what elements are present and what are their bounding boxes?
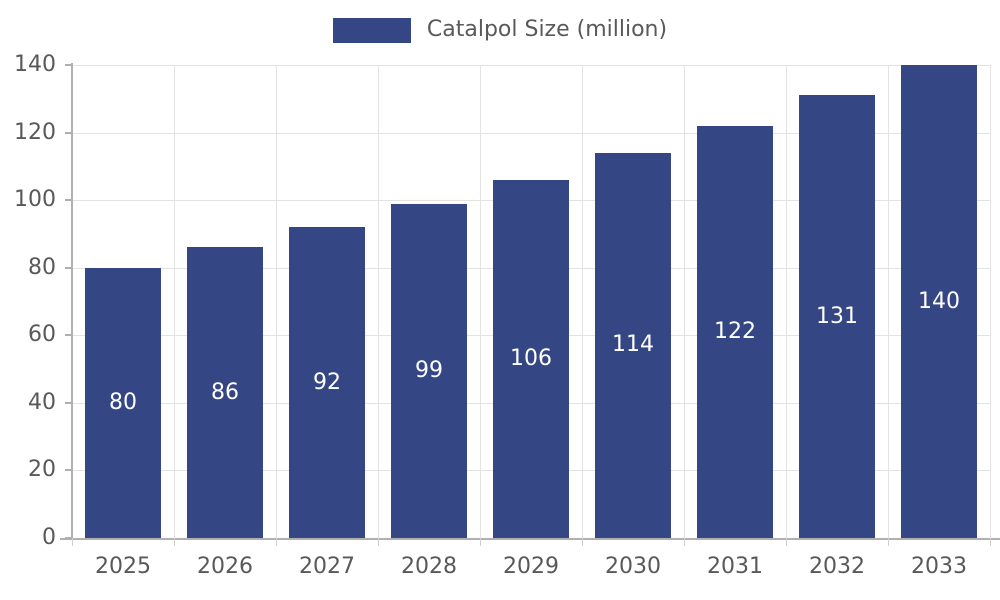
x-axis-tick-mark — [684, 538, 685, 546]
legend-item-label: Catalpol Size (million) — [426, 17, 668, 42]
x-axis-tick-label: 2032 — [809, 554, 865, 579]
x-axis-spine — [60, 538, 1000, 540]
bar[interactable] — [595, 153, 671, 538]
y-axis-tick-mark — [65, 199, 72, 202]
legend-color-swatch-icon — [332, 17, 411, 43]
y-axis-tick-label: 120 — [14, 119, 56, 145]
gridline-vertical — [174, 65, 175, 538]
y-axis-tick-label: 60 — [28, 322, 56, 348]
x-axis-tick-label: 2031 — [707, 554, 763, 579]
y-axis-tick-label: 0 — [42, 525, 56, 550]
x-axis-tick-mark — [786, 538, 787, 546]
gridline-horizontal — [72, 65, 990, 66]
legend-item-catalpol-size[interactable]: Catalpol Size (million) — [332, 17, 668, 43]
y-axis-tick-label: 80 — [28, 254, 56, 280]
x-axis-tick-label: 2028 — [401, 554, 457, 579]
gridline-vertical — [276, 65, 277, 538]
bar[interactable] — [799, 95, 875, 538]
y-axis-spine — [71, 63, 73, 540]
x-axis-tick-label: 2029 — [503, 554, 559, 579]
y-axis-tick-mark — [65, 64, 72, 66]
x-axis-tick-mark — [174, 538, 175, 546]
gridline-vertical — [888, 65, 889, 538]
x-axis-tick-mark — [276, 538, 277, 546]
chart-legend: Catalpol Size (million) — [0, 10, 1000, 50]
bar[interactable] — [289, 227, 365, 538]
gridline-vertical — [378, 65, 379, 538]
gridline-horizontal — [72, 133, 990, 134]
gridline-vertical — [990, 65, 991, 538]
y-axis-tick-label: 20 — [28, 457, 56, 483]
bar[interactable] — [493, 180, 569, 538]
y-axis-tick-label: 140 — [14, 52, 56, 77]
gridline-vertical — [582, 65, 583, 538]
x-axis-tick-label: 2026 — [197, 554, 253, 579]
gridline-vertical — [786, 65, 787, 538]
y-axis-tick-mark — [65, 401, 72, 404]
x-axis-tick-label: 2025 — [95, 554, 151, 579]
x-axis-tick-label: 2033 — [911, 554, 967, 579]
x-axis-tick-label: 2027 — [299, 554, 355, 579]
y-axis-tick-label: 40 — [28, 389, 56, 415]
y-axis-tick-mark — [65, 266, 72, 269]
y-axis-tick-mark — [65, 131, 72, 134]
bar[interactable] — [391, 204, 467, 538]
x-axis-tick-mark — [378, 538, 379, 546]
y-axis-tick-mark — [65, 469, 72, 472]
x-axis-tick-label: 2030 — [605, 554, 661, 579]
x-axis-tick-mark — [888, 538, 889, 546]
bar[interactable] — [697, 126, 773, 538]
gridline-vertical — [684, 65, 685, 538]
y-axis-tick-mark — [65, 334, 72, 337]
bar[interactable] — [901, 65, 977, 538]
x-axis-tick-mark — [480, 538, 481, 546]
y-axis-tick-label: 100 — [14, 187, 56, 213]
x-axis-tick-mark — [72, 538, 73, 546]
x-axis-tick-mark — [990, 538, 991, 546]
gridline-vertical — [480, 65, 481, 538]
bar[interactable] — [85, 268, 161, 538]
x-axis-tick-mark — [582, 538, 583, 546]
y-axis-tick-mark — [65, 537, 72, 539]
bar[interactable] — [187, 247, 263, 538]
